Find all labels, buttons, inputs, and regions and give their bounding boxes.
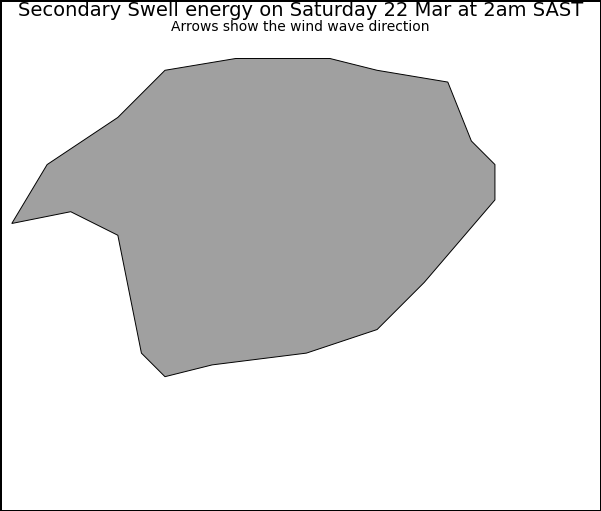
Text: Secondary Swell energy on Saturday 22 Mar at 2am SAST: Secondary Swell energy on Saturday 22 Ma…	[18, 1, 583, 19]
Polygon shape	[12, 58, 495, 377]
Text: Arrows show the wind wave direction: Arrows show the wind wave direction	[171, 20, 430, 34]
